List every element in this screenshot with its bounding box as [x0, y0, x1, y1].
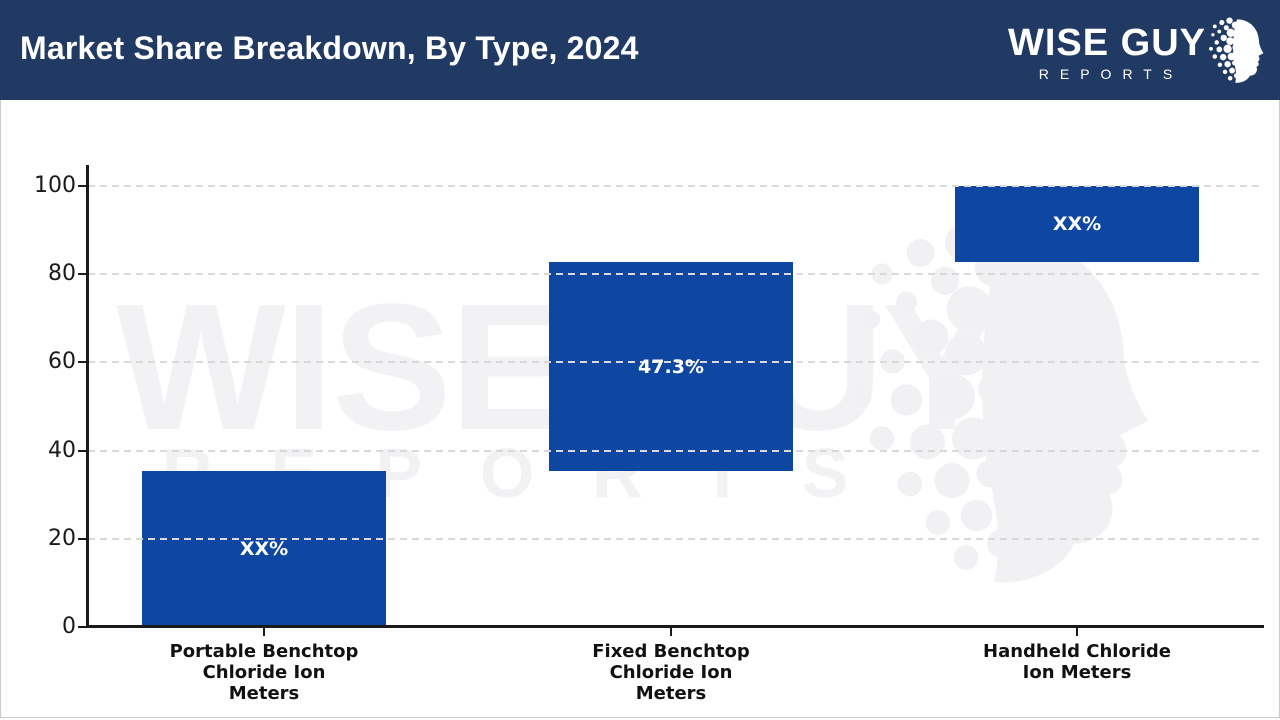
y-tick-mark: [78, 626, 87, 628]
category-label: Fixed Benchtop Chloride Ion Meters: [501, 641, 841, 704]
logo-head-icon: [1209, 17, 1264, 83]
category-label: Portable Benchtop Chloride Ion Meters: [94, 641, 434, 704]
y-tick-label: 80: [48, 261, 76, 287]
y-tick-label: 0: [62, 614, 76, 639]
logo-subtext: REPORTS: [1038, 65, 1184, 82]
bar-segment: [549, 262, 793, 471]
header-bar: Market Share Breakdown, By Type, 2024 WI…: [0, 0, 1280, 100]
x-tick-mark: [670, 628, 672, 636]
y-tick-label: 60: [48, 349, 76, 375]
y-axis-line: [86, 165, 89, 628]
category-label-line: Meters: [228, 683, 300, 704]
category-label-line: Fixed Benchtop: [592, 641, 750, 662]
bar-segment: [142, 470, 386, 627]
x-tick-mark: [263, 628, 265, 636]
bar-value-label: XX%: [239, 537, 289, 560]
y-tick-label: 100: [34, 173, 76, 198]
category-label: Handheld Chloride Ion Meters: [907, 641, 1247, 683]
logo: WISE GUY REPORTS: [1008, 6, 1266, 98]
gridline: [88, 361, 1264, 364]
bar-value-label: XX%: [1052, 213, 1102, 236]
y-tick-label: 40: [48, 437, 76, 463]
bar-value-label: 47.3%: [638, 355, 704, 378]
logo-text: WISE GUY REPORTS: [1008, 23, 1206, 82]
y-tick-label: 20: [48, 525, 76, 551]
y-tick-mark: [78, 361, 87, 364]
category-label-line: Handheld Chloride: [983, 641, 1171, 662]
page-title: Market Share Breakdown, By Type, 2024: [20, 30, 639, 67]
x-tick-mark: [1076, 628, 1078, 636]
gridline: [88, 273, 1264, 276]
category-label-line: Ion Meters: [1022, 662, 1132, 683]
y-tick-mark: [78, 273, 87, 276]
gridline: [88, 185, 1264, 187]
category-label-line: Chloride Ion: [609, 662, 733, 683]
y-tick-mark: [78, 185, 87, 187]
y-tick-mark: [78, 449, 87, 452]
category-label-line: Chloride Ion: [202, 662, 326, 683]
x-axis-line: [86, 625, 1264, 628]
logo-wordmark: WISE GUY: [1007, 21, 1206, 64]
gridline: [88, 449, 1264, 452]
category-label-line: Portable Benchtop: [169, 641, 359, 662]
y-tick-mark: [78, 537, 87, 540]
category-label-line: Meters: [635, 683, 707, 704]
gridline: [88, 537, 1264, 540]
